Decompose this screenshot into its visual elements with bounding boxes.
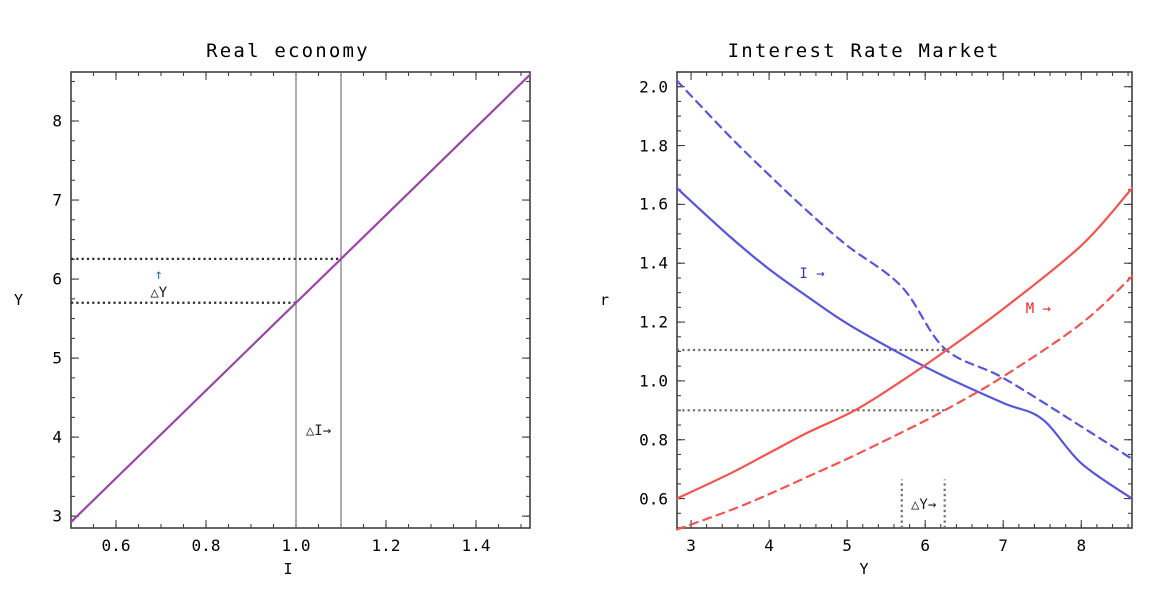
right-y-tick-label: 0.8	[639, 430, 668, 450]
left-y-tick-label: 3	[52, 506, 62, 526]
left-series-y(i)	[69, 73, 532, 524]
right-x-tick-label: 3	[686, 536, 696, 555]
left-y-axis-label: Y	[14, 291, 24, 309]
right-delta-y-label: △Y→	[910, 497, 937, 514]
left-y-tick-label: 7	[52, 190, 62, 210]
right-y-tick-label: 0.6	[639, 489, 668, 509]
right-plot-frame	[676, 71, 1133, 529]
right-series-i-shifted	[675, 79, 1134, 460]
left-x-tick-label: 0.6	[101, 536, 131, 555]
panel-interest-rate-market: Interest Rate Market Y r 3 4 5 6 7 8 0.6 0.8 1.0…	[576, 0, 1152, 601]
left-x-tick-label: 1.2	[371, 536, 401, 555]
left-x-axis-label: I	[283, 560, 293, 578]
right-plot-area	[675, 71, 1134, 531]
right-x-tick-label: 4	[764, 536, 774, 555]
left-y-tick-label: 6	[52, 269, 62, 289]
right-x-tick-label: 8	[1076, 536, 1087, 555]
right-y-tick-label: 1.4	[639, 253, 668, 273]
left-y-tick-label: 5	[52, 348, 62, 368]
right-y-tick-label: 1.2	[639, 312, 668, 332]
left-y-tick-label: 4	[52, 427, 62, 447]
right-curve-label-i: I →	[799, 265, 825, 282]
right-chart-title: Interest Rate Market	[727, 40, 1001, 62]
right-x-tick-label: 5	[842, 536, 852, 555]
left-delta-y-arrow: ↑	[154, 267, 163, 284]
right-y-tick-label: 1.0	[639, 371, 668, 391]
right-series-m-shifted	[675, 275, 1134, 531]
right-x-tick-label: 7	[998, 536, 1009, 555]
left-plot-area	[69, 71, 532, 529]
left-x-tick-label: 0.8	[191, 536, 221, 555]
left-delta-i-label: △I→	[305, 422, 332, 439]
right-series-i	[675, 187, 1134, 500]
right-y-tick-label: 2.0	[639, 77, 668, 97]
panel-real-economy: Real economy I Y 0.6 0.8 1.0 1.2 1.4 3 4 5 6 7 8 ↑ △…	[14, 40, 532, 578]
left-x-tick-label: 1.0	[281, 536, 311, 555]
right-y-tick-label: 1.6	[639, 194, 668, 214]
right-series-m	[675, 187, 1134, 500]
right-curve-label-m: M →	[1025, 300, 1051, 317]
right-y-tick-label: 1.8	[639, 136, 668, 156]
left-x-tick-label: 1.4	[461, 536, 491, 555]
right-x-tick-label: 6	[920, 536, 930, 555]
left-delta-y-label: △Y	[150, 285, 168, 302]
right-y-axis-label: r	[600, 291, 610, 309]
left-y-tick-label: 8	[52, 111, 62, 131]
right-x-axis-label: Y	[859, 560, 869, 578]
left-chart-title: Real economy	[206, 40, 370, 62]
left-plot-frame	[70, 71, 531, 529]
